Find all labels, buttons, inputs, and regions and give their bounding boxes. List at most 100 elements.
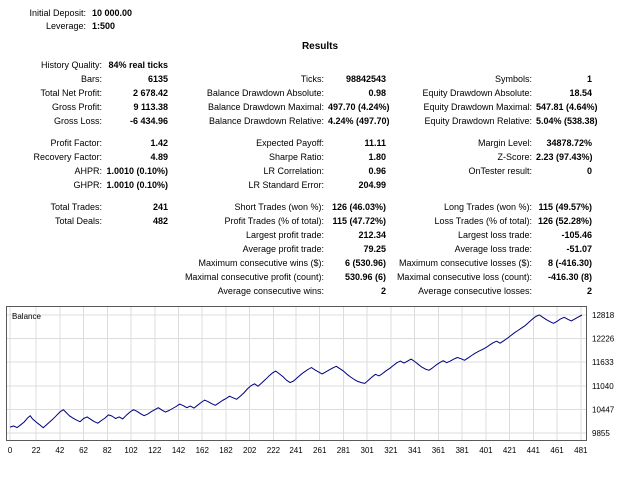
x-tick-label: 401 <box>479 446 493 455</box>
stats-row: Total Net Profit: 2 678.42 Balance Drawdow… <box>6 86 640 100</box>
balance-chart-svg: 0 22 42 62 82 102 122 142 162 182 202 222 241 261 281 3… <box>6 306 615 455</box>
stat-label: LR Correlation: <box>263 166 324 176</box>
stat-value: 497.70 (4.24%) <box>328 102 390 112</box>
initial-deposit-row: Initial Deposit: 10 000.00 <box>0 7 640 20</box>
results-table: History Quality: 84% real ticks Bars: 6135 T… <box>0 58 640 298</box>
stat-label: Balance Drawdown Absolute: <box>206 88 324 98</box>
stat-value <box>106 228 168 242</box>
x-tick-label: 341 <box>408 446 422 455</box>
x-tick-label: 261 <box>313 446 327 455</box>
stat-label: Average consecutive wins: <box>217 286 324 296</box>
stat-label: Margin Level: <box>477 138 532 148</box>
x-tick-label: 301 <box>361 446 375 455</box>
x-tick-label: 321 <box>384 446 398 455</box>
stat-label: Total Trades: <box>50 202 102 212</box>
x-tick-label: 82 <box>103 446 112 455</box>
stat-value: 115 (49.57%) <box>538 202 592 212</box>
stats-row: Gross Loss: -6 434.96 Balance Drawdown Rel… <box>6 114 640 128</box>
x-tick-label: 202 <box>243 446 257 455</box>
x-tick-label: 381 <box>455 446 469 455</box>
stat-value: 482 <box>152 216 168 226</box>
x-tick-label: 361 <box>432 446 446 455</box>
y-tick-label: 10447 <box>592 405 615 414</box>
stat-label <box>386 178 536 192</box>
stat-value: 1 <box>586 74 592 84</box>
stat-label: Average consecutive losses: <box>418 286 532 296</box>
stat-label: Short Trades (won %): <box>234 202 324 212</box>
stat-value: 1.80 <box>368 152 386 162</box>
stat-value: 79.25 <box>363 244 386 254</box>
leverage-row: Leverage: 1:500 <box>0 20 640 33</box>
stat-label: Total Deals: <box>54 216 102 226</box>
x-tick-label: 421 <box>503 446 517 455</box>
stat-label: Largest profit trade: <box>245 230 324 240</box>
stat-value: -416.30 (8) <box>547 272 592 282</box>
leverage-label: Leverage: <box>45 21 86 31</box>
stat-value: 98842543 <box>345 74 386 84</box>
stat-value: 0.98 <box>368 88 386 98</box>
stat-value: 6 (530.96) <box>344 258 386 268</box>
stat-value <box>328 58 386 72</box>
stat-value: 0 <box>586 166 592 176</box>
stat-label: Largest loss trade: <box>457 230 532 240</box>
stat-label: Long Trades (won %): <box>443 202 532 212</box>
stat-value: 5.04% (538.38) <box>536 116 598 126</box>
stat-label: LR Standard Error: <box>248 180 324 190</box>
stat-label: Profit Factor: <box>50 138 102 148</box>
stat-value: 1.0010 (0.10%) <box>106 166 168 176</box>
stat-label: Maximum consecutive losses ($): <box>398 258 532 268</box>
balance-line <box>9 314 583 429</box>
results-title: Results <box>301 41 339 52</box>
stat-label: Balance Drawdown Maximal: <box>207 102 324 112</box>
x-tick-label: 241 <box>289 446 303 455</box>
stats-section: History Quality: 84% real ticks Bars: 6135 T… <box>6 58 640 128</box>
stat-label: Average profit trade: <box>242 244 324 254</box>
stat-value: 1.0010 (0.10%) <box>106 180 168 190</box>
stat-label: Balance Drawdown Relative: <box>208 116 324 126</box>
stat-value: 9 113.38 <box>133 102 168 112</box>
stat-value: 547.81 (4.64%) <box>536 102 598 112</box>
stat-label: GHPR: <box>73 180 102 190</box>
stat-value <box>106 284 168 298</box>
stat-value: 2 <box>380 286 386 296</box>
stat-value: -6 434.96 <box>129 116 168 126</box>
stat-value: 212.34 <box>358 230 386 240</box>
stat-value: 18.54 <box>569 88 592 98</box>
stats-row: Largest profit trade: 212.34 Largest loss … <box>6 228 640 242</box>
stat-label: Bars: <box>80 74 102 84</box>
stat-label: Total Net Profit: <box>40 88 102 98</box>
stat-value <box>536 58 592 72</box>
stats-row: AHPR: 1.0010 (0.10%) LR Correlation: 0.96 On… <box>6 164 640 178</box>
stats-row: Maximal consecutive profit (count): 530.9… <box>6 270 640 284</box>
stats-row: Total Trades: 241 Short Trades (won %): 126… <box>6 200 640 214</box>
stat-label: Profit Trades (% of total): <box>224 216 324 226</box>
stat-value: 0.96 <box>368 166 386 176</box>
stat-value: 204.99 <box>358 180 386 190</box>
stats-row: Bars: 6135 Ticks: 98842543 Symbols: 1 <box>6 72 640 86</box>
stat-value: 115 (47.72%) <box>332 216 386 226</box>
stat-value: 2 <box>586 286 592 296</box>
stat-label: Maximal consecutive loss (count): <box>396 272 532 282</box>
stat-label <box>168 58 328 72</box>
x-tick-label: 42 <box>55 446 64 455</box>
stat-label: Equity Drawdown Relative: <box>424 116 532 126</box>
stat-value: -105.46 <box>561 230 592 240</box>
y-tick-label: 11633 <box>592 358 614 367</box>
plot-border <box>6 306 587 441</box>
x-tick-label: 22 <box>32 446 41 455</box>
stats-row: Maximum consecutive wins ($): 6 (530.96) M… <box>6 256 640 270</box>
x-tick-label: 122 <box>148 446 162 455</box>
x-tick-label: 102 <box>124 446 138 455</box>
x-tick-label: 481 <box>574 446 588 455</box>
stat-value: 2.23 (97.43%) <box>536 152 593 162</box>
chart-legend-balance: Balance <box>12 312 41 321</box>
stat-value: 126 (52.28%) <box>537 216 592 226</box>
initial-deposit-value: 10 000.00 <box>92 8 133 18</box>
stat-label <box>6 228 106 242</box>
x-tick-label: 222 <box>267 446 281 455</box>
stats-row: History Quality: 84% real ticks <box>6 58 640 72</box>
stats-row: Average consecutive wins: 2 Average consec… <box>6 284 640 298</box>
stat-label: AHPR: <box>74 166 102 176</box>
stat-label: Gross Loss: <box>53 116 102 126</box>
stat-label: Sharpe Ratio: <box>268 152 324 162</box>
